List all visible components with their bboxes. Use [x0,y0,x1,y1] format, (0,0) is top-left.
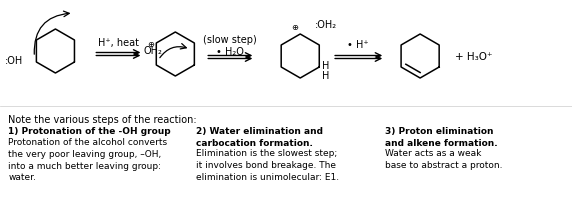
Text: (slow step)
• H₂O: (slow step) • H₂O [204,35,257,56]
Text: H⁺, heat: H⁺, heat [98,38,139,48]
Text: :OH₂: :OH₂ [315,20,337,30]
Text: H: H [322,61,329,71]
Text: Note the various steps of the reaction:: Note the various steps of the reaction: [9,115,197,124]
Text: 2) Water elimination and
carbocation formation.: 2) Water elimination and carbocation for… [196,126,323,147]
Text: OH₂: OH₂ [144,46,162,56]
Text: 1) Protonation of the -OH group: 1) Protonation of the -OH group [9,126,171,135]
Text: H: H [322,71,329,81]
Text: ⊕: ⊕ [147,39,154,48]
Text: 3) Proton elimination
and alkene formation.: 3) Proton elimination and alkene formati… [385,126,498,147]
Text: Protonation of the alcohol converts
the very poor leaving group, –OH,
into a muc: Protonation of the alcohol converts the … [9,137,168,182]
Text: + H₃O⁺: + H₃O⁺ [455,52,492,62]
Text: ⊕: ⊕ [292,22,299,31]
Text: Elimination is the slowest step;
it involves bond breakage. The
elimination is u: Elimination is the slowest step; it invo… [196,148,339,181]
Text: Water acts as a weak
base to abstract a proton.: Water acts as a weak base to abstract a … [385,148,503,169]
Text: • H⁺: • H⁺ [347,40,369,50]
Text: :OH: :OH [5,56,23,66]
